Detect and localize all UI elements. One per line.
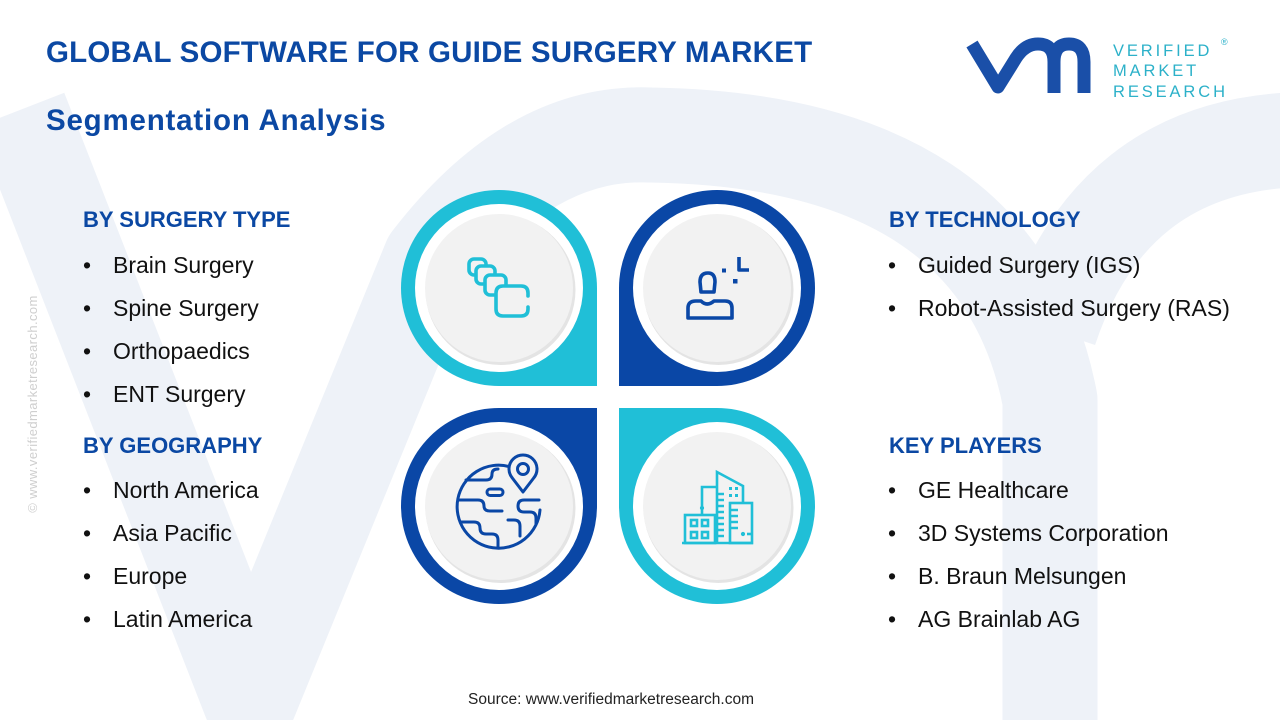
list-item-text: GE Healthcare <box>918 477 1069 503</box>
logo-line-market: MARKET <box>1113 62 1200 81</box>
side-watermark: © www.verifiedmarketresearch.com <box>25 295 40 513</box>
bullet-icon: • <box>83 338 92 364</box>
bullet-icon: • <box>83 606 92 632</box>
list-item: • Europe <box>83 563 383 590</box>
bullet-icon: • <box>888 252 897 278</box>
quadrant-bottom-right <box>619 408 815 604</box>
list-item: • Spine Surgery <box>83 295 383 322</box>
section-heading: BY SURGERY TYPE <box>83 207 291 232</box>
logo-line-research: RESEARCH <box>1113 82 1228 101</box>
bullet-icon: • <box>888 520 897 546</box>
bullet-icon: • <box>83 381 92 407</box>
buildings-icon <box>682 469 754 545</box>
list-item: • ENT Surgery <box>83 381 383 408</box>
bullet-icon: • <box>888 477 897 503</box>
vm-logo-icon <box>966 37 1091 94</box>
list-item: • AG Brainlab AG <box>888 606 1268 633</box>
list-item-text: Guided Surgery (IGS) <box>918 252 1141 278</box>
source-footer: Source: www.verifiedmarketresearch.com <box>468 691 754 708</box>
list-item: • Orthopaedics <box>83 338 383 365</box>
list-item-text: Europe <box>113 563 188 589</box>
list-item-text: Orthopaedics <box>113 338 250 364</box>
page-title: GLOBAL SOFTWARE FOR GUIDE SURGERY MARKET <box>46 36 813 69</box>
list-item: • Guided Surgery (IGS) <box>888 252 1268 279</box>
list-item: • B. Braun Melsungen <box>888 563 1268 590</box>
list-item: • 3D Systems Corporation <box>888 520 1268 547</box>
logo-line-verified: VERIFIED <box>1113 42 1213 60</box>
list-item-text: Brain Surgery <box>113 252 254 278</box>
globe-location-icon <box>455 453 542 550</box>
bullet-icon: • <box>83 563 92 589</box>
section-heading: KEY PLAYERS <box>889 433 1042 458</box>
list-item-text: ENT Surgery <box>113 381 246 407</box>
list-item: • Asia Pacific <box>83 520 383 547</box>
list-item-text: Spine Surgery <box>113 295 259 321</box>
bullet-icon: • <box>83 477 92 503</box>
list-item: • Brain Surgery <box>83 252 383 279</box>
section-heading: BY TECHNOLOGY <box>889 207 1081 232</box>
list-item-text: Latin America <box>113 606 253 632</box>
quadrant-top-left <box>401 190 597 386</box>
bullet-icon: • <box>888 563 897 589</box>
section-heading: BY GEOGRAPHY <box>83 433 263 458</box>
list-item-text: Robot-Assisted Surgery (RAS) <box>918 295 1230 321</box>
registered-mark: ® <box>1221 37 1228 47</box>
bullet-icon: • <box>888 606 897 632</box>
page-subtitle: Segmentation Analysis <box>46 104 387 137</box>
bullet-icon: • <box>888 295 897 321</box>
logo-wordmark: VERIFIED MARKET RESEARCH <box>1113 41 1228 102</box>
list-item: • North America <box>83 477 383 504</box>
quadrant-top-right <box>619 190 815 386</box>
person-target-icon <box>686 257 749 320</box>
bullet-icon: • <box>83 295 92 321</box>
stacked-squares-icon <box>467 257 530 318</box>
list-item-text: B. Braun Melsungen <box>918 563 1127 589</box>
list-item: • Robot-Assisted Surgery (RAS) <box>888 295 1268 322</box>
list-item-text: North America <box>113 477 259 503</box>
quadrant-bottom-left <box>401 408 597 604</box>
list-item-text: AG Brainlab AG <box>918 606 1081 632</box>
list-item-text: 3D Systems Corporation <box>918 520 1169 546</box>
list-item-text: Asia Pacific <box>113 520 232 546</box>
bullet-icon: • <box>83 520 92 546</box>
list-item: • GE Healthcare <box>888 477 1268 504</box>
bullet-icon: • <box>83 252 92 278</box>
list-item: • Latin America <box>83 606 383 633</box>
